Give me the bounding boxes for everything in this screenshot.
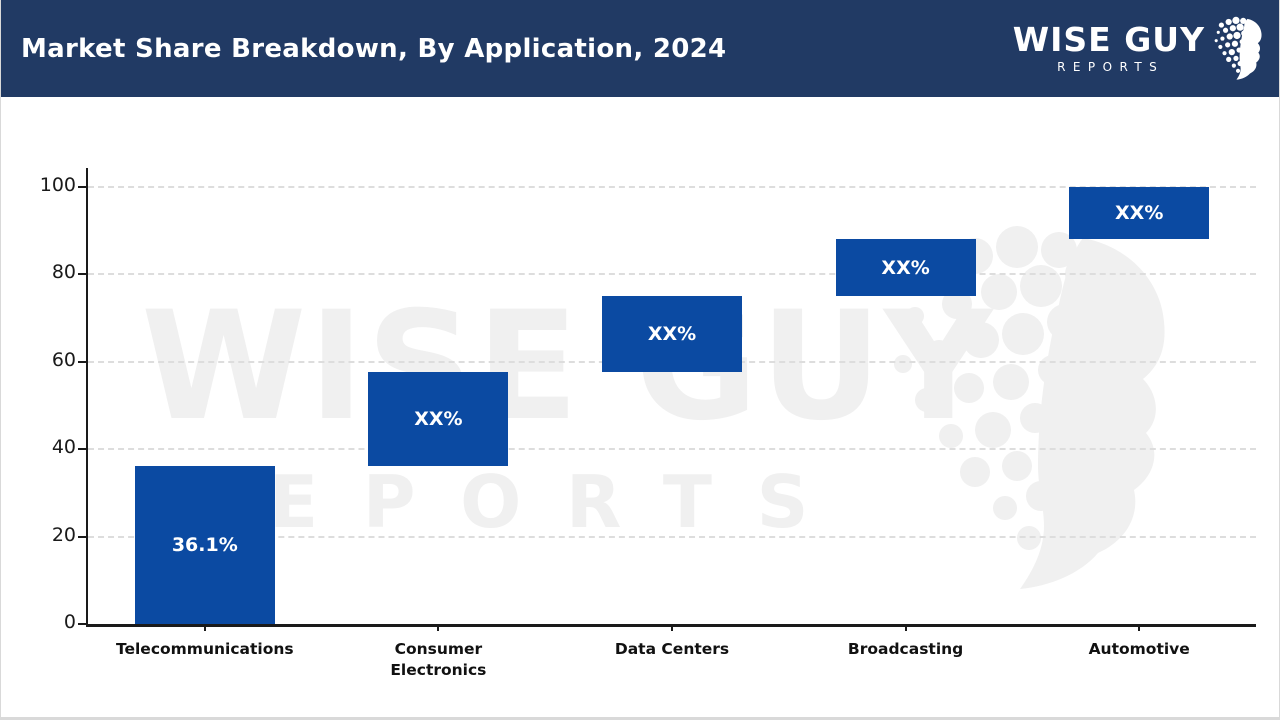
chart-title: Market Share Breakdown, By Application, …: [21, 33, 727, 64]
bar-telecommunications: 36.1%: [134, 466, 275, 624]
bar-value-label: XX%: [414, 407, 463, 430]
logo-sub-text: REPORTS: [1057, 60, 1165, 74]
bar-value-label: XX%: [881, 256, 930, 279]
wise-guy-logo: WISE GUY REPORTS: [1013, 13, 1263, 85]
y-tick-mark: [78, 273, 88, 276]
x-tick-label: Data Centers: [614, 640, 730, 658]
x-tick-mark: [203, 624, 206, 631]
x-tick-mark: [671, 624, 673, 631]
y-gridline: [88, 185, 1256, 188]
logo-brand-text: WISE GUY: [1012, 20, 1205, 59]
bar-value-label: XX%: [647, 322, 697, 345]
x-tick-label: Automotive: [1088, 640, 1190, 658]
x-tick-label: Telecommunications: [115, 640, 294, 658]
y-gridline: [88, 273, 1256, 276]
x-tick-mark: [1138, 624, 1141, 631]
bar-consumer-electronics: XX%: [368, 371, 509, 467]
x-tick-label: Broadcasting: [847, 640, 964, 658]
x-tick-mark: [437, 624, 440, 631]
x-tick-label: Consumer Electronics: [390, 640, 487, 679]
y-tick-label: 100: [39, 173, 76, 196]
bar-broadcasting: XX%: [835, 239, 976, 297]
header-bar: Market Share Breakdown, By Application, …: [1, 0, 1279, 97]
y-tick-label: 0: [63, 611, 76, 633]
dotted-head-icon: [1214, 16, 1262, 80]
y-tick-label: 60: [51, 348, 76, 371]
y-tick-label: 20: [51, 523, 76, 546]
bar-automotive: XX%: [1069, 186, 1210, 240]
logo-text: WISE GUY REPORTS: [1013, 23, 1205, 74]
plot-area: 0 20 40 60 80 100 36.1% Telecommunications XX% Co…: [40, 168, 1256, 679]
y-tick-mark: [78, 360, 88, 363]
bar-value-label: 36.1%: [171, 534, 238, 557]
y-tick-label: 40: [51, 436, 76, 459]
y-gridline: [88, 448, 1256, 451]
bar-data-centers: XX%: [602, 296, 742, 372]
y-tick-label: 80: [51, 261, 76, 284]
bar-value-label: XX%: [1115, 202, 1164, 225]
y-tick-mark: [78, 185, 88, 188]
y-tick-mark: [78, 623, 88, 625]
y-tick-mark: [78, 448, 88, 451]
y-tick-mark: [78, 535, 88, 538]
x-tick-mark: [904, 624, 907, 631]
y-gridline: [88, 535, 1256, 538]
